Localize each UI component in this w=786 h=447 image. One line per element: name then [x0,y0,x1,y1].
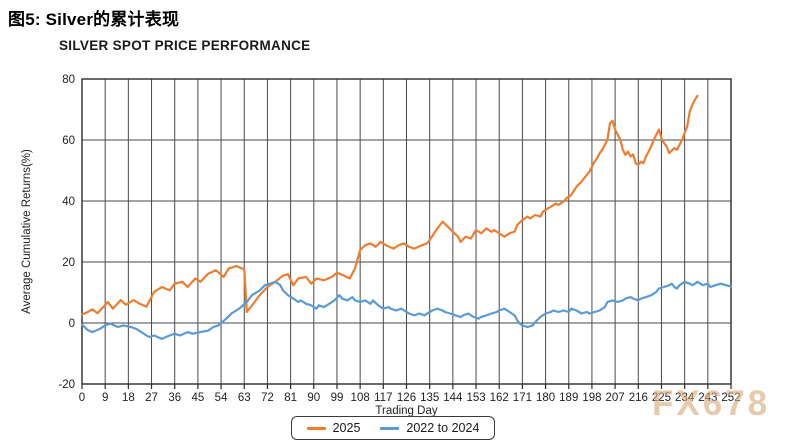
x-tick-label: 0 [79,392,85,404]
x-tick-label: 234 [675,392,695,404]
x-tick-label: 171 [513,392,532,404]
x-tick-label: 162 [490,392,509,404]
legend-box: 2025 2022 to 2024 [290,416,496,440]
x-tick-label: 108 [351,392,370,404]
x-tick-label: 153 [466,392,485,404]
x-tick-label: 180 [536,392,555,404]
x-tick-label: 117 [374,392,392,404]
figure-title: 图5: Silver的累计表现 [8,10,180,29]
x-tick-label: 243 [698,392,717,404]
x-tick-label: 72 [261,392,274,404]
x-tick-label: 9 [102,392,108,404]
legend-swatch-2022-2024-icon [380,426,400,430]
x-tick-label: 36 [168,392,181,404]
x-tick-label: 81 [284,392,297,404]
y-tick-label: 40 [62,196,75,208]
series-line-2025 [80,94,699,316]
legend: 2025 2022 to 2024 [0,416,786,440]
x-tick-label: 126 [397,392,416,404]
y-tick-label: -20 [58,379,75,391]
legend-item-2022-2024: 2022 to 2024 [380,421,479,435]
x-tick-label: 99 [331,392,344,404]
x-tick-label: 189 [559,392,578,404]
y-tick-label: 20 [62,257,75,269]
x-tick-label: 63 [238,392,251,404]
legend-item-2025: 2025 [306,421,361,435]
x-tick-label: 90 [307,392,320,404]
x-axis-title: Trading Day [375,405,437,417]
x-tick-label: 27 [145,392,158,404]
x-tick-label: 252 [721,392,740,404]
y-tick-label: 0 [69,318,75,330]
x-tick-label: 216 [629,392,648,404]
series-line-2022-to-2024 [80,280,733,340]
x-tick-label: 144 [443,392,463,404]
x-tick-label: 18 [122,392,135,404]
y-tick-label: 80 [62,74,75,86]
x-tick-label: 45 [191,392,204,404]
y-tick-label: 60 [62,135,75,147]
x-tick-label: 207 [606,392,625,404]
x-tick-label: 54 [215,392,228,404]
x-tick-label: 198 [582,392,601,404]
legend-swatch-2025-icon [306,426,326,430]
legend-label-2022-2024: 2022 to 2024 [406,421,480,435]
x-tick-label: 135 [420,392,439,404]
y-axis-title: Average Cumulative Returns(%) [21,149,33,314]
legend-label-2025: 2025 [332,421,361,435]
chart-title: SILVER SPOT PRICE PERFORMANCE [59,38,311,53]
x-tick-label: 225 [652,392,671,404]
